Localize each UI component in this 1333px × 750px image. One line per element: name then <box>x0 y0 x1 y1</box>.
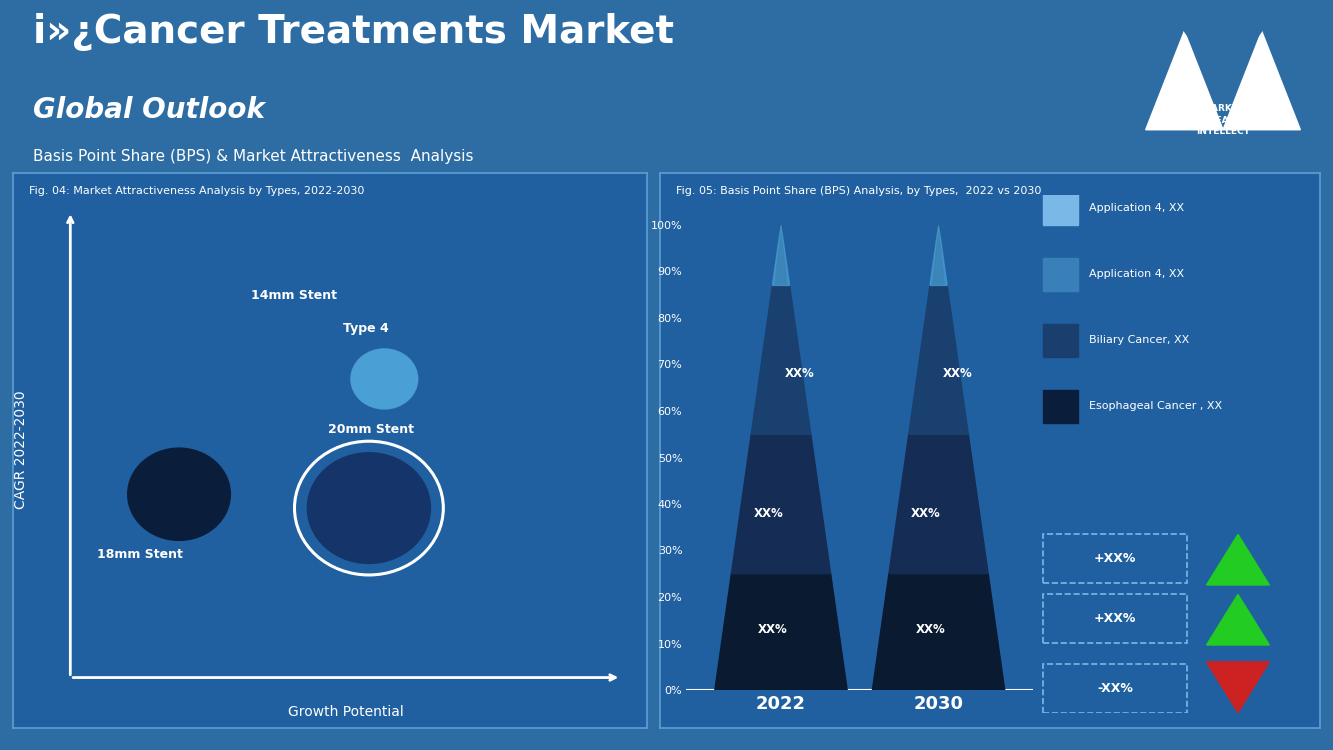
Polygon shape <box>1206 662 1269 712</box>
Text: +XX%: +XX% <box>1094 612 1136 626</box>
FancyBboxPatch shape <box>1042 258 1078 291</box>
Text: Fig. 04: Market Attractiveness Analysis by Types, 2022-2030: Fig. 04: Market Attractiveness Analysis … <box>29 187 364 196</box>
Polygon shape <box>1146 32 1224 130</box>
Polygon shape <box>745 218 817 690</box>
Polygon shape <box>732 434 830 574</box>
Text: 14mm Stent: 14mm Stent <box>251 290 337 302</box>
Text: i»¿Cancer Treatments Market: i»¿Cancer Treatments Market <box>33 13 674 51</box>
Text: Application 4, XX: Application 4, XX <box>1089 269 1184 279</box>
Polygon shape <box>1224 32 1301 130</box>
Polygon shape <box>889 434 988 574</box>
Polygon shape <box>909 286 968 434</box>
Text: Growth Potential: Growth Potential <box>288 705 404 719</box>
FancyBboxPatch shape <box>1042 390 1078 423</box>
Text: Fig. 05: Basis Point Share (BPS) Analysis, by Types,  2022 vs 2030: Fig. 05: Basis Point Share (BPS) Analysi… <box>676 187 1041 196</box>
Text: Biliary Cancer, XX: Biliary Cancer, XX <box>1089 335 1189 345</box>
Polygon shape <box>1185 32 1262 83</box>
Polygon shape <box>1206 534 1269 585</box>
Text: XX%: XX% <box>916 623 945 636</box>
Text: Global Outlook: Global Outlook <box>33 96 265 124</box>
Polygon shape <box>714 574 848 690</box>
Polygon shape <box>772 225 789 286</box>
Text: XX%: XX% <box>942 368 972 380</box>
Text: XX%: XX% <box>758 623 788 636</box>
FancyBboxPatch shape <box>1042 324 1078 357</box>
Text: XX%: XX% <box>753 507 784 520</box>
Text: CAGR 2022-2030: CAGR 2022-2030 <box>13 391 28 509</box>
Circle shape <box>308 453 431 563</box>
Polygon shape <box>752 286 810 434</box>
Polygon shape <box>1206 594 1269 645</box>
Text: Type 4: Type 4 <box>344 322 389 334</box>
Text: Application 4, XX: Application 4, XX <box>1089 203 1184 213</box>
Polygon shape <box>872 574 1005 690</box>
Circle shape <box>128 448 231 540</box>
Text: -XX%: -XX% <box>1097 682 1133 694</box>
Text: 18mm Stent: 18mm Stent <box>97 548 183 561</box>
Text: Basis Point Share (BPS) & Market Attractiveness  Analysis: Basis Point Share (BPS) & Market Attract… <box>33 148 473 164</box>
Text: XX%: XX% <box>785 368 814 380</box>
Circle shape <box>351 349 417 409</box>
Text: Esophageal Cancer , XX: Esophageal Cancer , XX <box>1089 401 1222 411</box>
Text: MARKET
RESEARCH
INTELLECT: MARKET RESEARCH INTELLECT <box>1196 104 1250 136</box>
FancyBboxPatch shape <box>1042 192 1078 225</box>
Polygon shape <box>930 225 948 286</box>
Text: 20mm Stent: 20mm Stent <box>328 423 413 436</box>
Text: XX%: XX% <box>910 507 941 520</box>
Polygon shape <box>902 218 974 690</box>
Circle shape <box>187 308 275 386</box>
Text: +XX%: +XX% <box>1094 552 1136 566</box>
